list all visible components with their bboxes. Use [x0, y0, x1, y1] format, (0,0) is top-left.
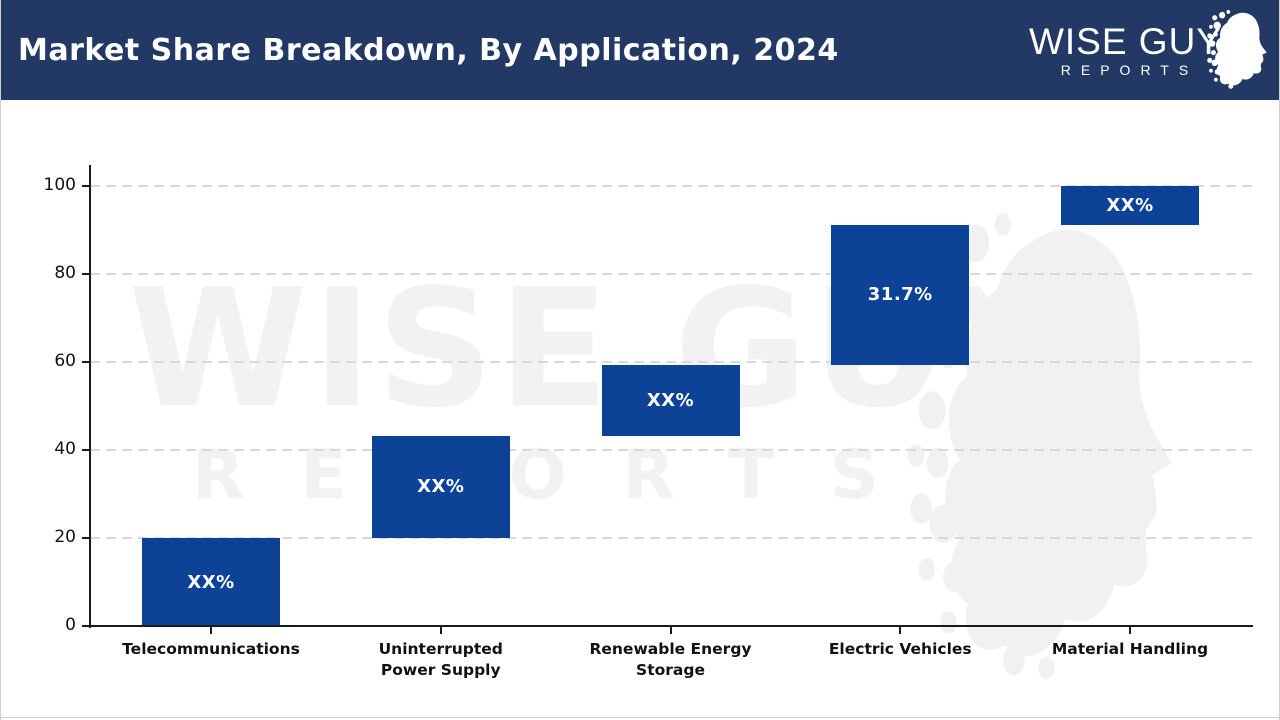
page-border-bottom [0, 717, 1280, 718]
category-label-3: Electric Vehicles [828, 640, 972, 658]
page-border-left [0, 0, 1, 720]
wise-guy-face-icon [1206, 10, 1267, 89]
bar-value-label: XX% [1106, 195, 1154, 217]
y-tick-mark-60 [82, 361, 89, 363]
y-tick-label-20: 20 [54, 527, 76, 547]
y-tick-mark-0 [82, 625, 89, 627]
bar-telecommunications: XX% [142, 538, 280, 626]
y-tick-label-80: 80 [54, 263, 76, 283]
y-tick-label-60: 60 [54, 351, 76, 371]
gridline-100 [90, 185, 1252, 187]
x-axis-spine [89, 625, 1253, 627]
x-tick-mark-2 [669, 627, 672, 634]
x-tick-mark-1 [439, 627, 442, 634]
page-title: Market Share Breakdown, By Application, … [18, 33, 839, 68]
y-tick-mark-20 [82, 537, 89, 539]
logo-text: WISE GUY REPORTS [1029, 23, 1222, 77]
watermark-text-reports: REPORTS [192, 436, 936, 515]
gridline-80 [90, 273, 1252, 275]
category-label-2: Renewable Energy Storage [589, 640, 752, 679]
y-tick-mark-100 [82, 185, 89, 187]
y-tick-mark-40 [82, 449, 89, 451]
bar-value-label: XX% [187, 571, 235, 593]
logo-reports-label: REPORTS [1060, 62, 1199, 78]
x-tick-mark-0 [210, 627, 212, 634]
bar-material-handling: XX% [1061, 186, 1199, 226]
logo-wise-guy-label: WISE GUY [1028, 21, 1222, 62]
y-tick-label-100: 100 [43, 175, 76, 195]
x-tick-mark-4 [1129, 627, 1131, 634]
header-band: Market Share Breakdown, By Application, … [0, 0, 1280, 100]
x-tick-mark-3 [899, 627, 902, 634]
bar-value-label: 31.7% [867, 284, 933, 306]
y-axis-spine [89, 165, 91, 628]
category-label-1: Uninterrupted Power Supply [378, 640, 503, 679]
bar-electric-vehicles: 31.7% [831, 225, 970, 365]
category-label-4: Material Handling [1051, 640, 1209, 658]
bar-value-label: XX% [417, 476, 465, 498]
y-tick-label-0: 0 [65, 615, 76, 635]
wise-guy-logo: WISE GUY REPORTS [1029, 5, 1268, 95]
bar-uninterrupted-power-supply: XX% [371, 435, 510, 538]
y-tick-label-40: 40 [54, 439, 76, 459]
bar-renewable-energy-storage: XX% [601, 364, 740, 436]
bar-value-label: XX% [646, 389, 695, 411]
gridline-20 [90, 537, 1252, 539]
category-label-0: Telecommunications [122, 640, 300, 658]
y-tick-mark-80 [82, 273, 89, 275]
gridline-60 [90, 361, 1252, 363]
gridline-40 [90, 449, 1252, 451]
